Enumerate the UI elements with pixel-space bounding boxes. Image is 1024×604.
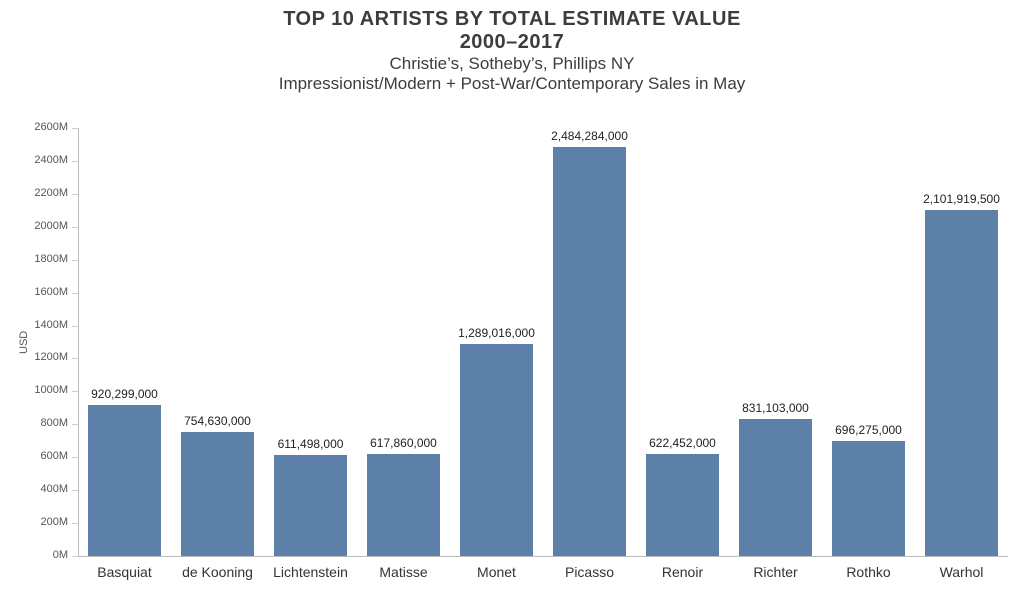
bar-value-label: 920,299,000 bbox=[70, 387, 180, 401]
y-tick-label: 600M bbox=[18, 450, 68, 462]
bar bbox=[646, 454, 719, 556]
y-tick bbox=[72, 358, 78, 359]
bar-value-label: 754,630,000 bbox=[163, 414, 273, 428]
bar-value-label: 831,103,000 bbox=[721, 401, 831, 415]
category-label: Picasso bbox=[543, 564, 636, 580]
bar bbox=[181, 432, 254, 556]
y-tick-label: 2000M bbox=[18, 220, 68, 232]
y-tick bbox=[72, 128, 78, 129]
y-tick bbox=[72, 326, 78, 327]
x-axis-line bbox=[78, 556, 1008, 557]
y-tick bbox=[72, 194, 78, 195]
y-tick-label: 2200M bbox=[18, 187, 68, 199]
y-tick bbox=[72, 293, 78, 294]
category-label: Matisse bbox=[357, 564, 450, 580]
y-tick bbox=[72, 523, 78, 524]
y-tick bbox=[72, 490, 78, 491]
chart-subtitle-line2: Impressionist/Modern + Post-War/Contempo… bbox=[0, 74, 1024, 94]
bar-value-label: 617,860,000 bbox=[349, 436, 459, 450]
bar bbox=[460, 344, 533, 556]
y-tick-label: 2600M bbox=[18, 121, 68, 133]
y-tick bbox=[72, 556, 78, 557]
chart-container: TOP 10 ARTISTS BY TOTAL ESTIMATE VALUE 2… bbox=[0, 0, 1024, 604]
y-tick-label: 2400M bbox=[18, 154, 68, 166]
y-tick-label: 1400M bbox=[18, 319, 68, 331]
bar bbox=[832, 441, 905, 556]
chart-title-line1: TOP 10 ARTISTS BY TOTAL ESTIMATE VALUE bbox=[0, 8, 1024, 31]
bar bbox=[274, 455, 347, 556]
category-label: Rothko bbox=[822, 564, 915, 580]
y-tick bbox=[72, 227, 78, 228]
bar-value-label: 1,289,016,000 bbox=[442, 326, 552, 340]
y-tick-label: 1800M bbox=[18, 253, 68, 265]
y-tick bbox=[72, 424, 78, 425]
y-tick bbox=[72, 457, 78, 458]
bar bbox=[739, 419, 812, 556]
category-label: Richter bbox=[729, 564, 822, 580]
category-label: Basquiat bbox=[78, 564, 171, 580]
chart-subtitle-line1: Christie’s, Sotheby’s, Phillips NY bbox=[0, 54, 1024, 74]
y-tick-label: 1600M bbox=[18, 286, 68, 298]
bar-value-label: 2,101,919,500 bbox=[907, 192, 1017, 206]
plot-area: 0M200M400M600M800M1000M1200M1400M1600M18… bbox=[78, 128, 1008, 556]
y-tick-label: 200M bbox=[18, 516, 68, 528]
bar-value-label: 2,484,284,000 bbox=[535, 129, 645, 143]
chart-titles: TOP 10 ARTISTS BY TOTAL ESTIMATE VALUE 2… bbox=[0, 0, 1024, 94]
bar bbox=[553, 147, 626, 556]
y-axis-line bbox=[78, 128, 79, 556]
category-label: de Kooning bbox=[171, 564, 264, 580]
y-tick-label: 0M bbox=[18, 549, 68, 561]
y-tick bbox=[72, 161, 78, 162]
category-label: Lichtenstein bbox=[264, 564, 357, 580]
bar bbox=[925, 210, 998, 556]
bar-value-label: 696,275,000 bbox=[814, 423, 924, 437]
y-axis-title: USD bbox=[18, 331, 30, 354]
bar bbox=[88, 405, 161, 556]
bar-value-label: 622,452,000 bbox=[628, 436, 738, 450]
y-tick bbox=[72, 260, 78, 261]
y-tick-label: 800M bbox=[18, 417, 68, 429]
category-label: Monet bbox=[450, 564, 543, 580]
chart-title-line2: 2000–2017 bbox=[0, 31, 1024, 54]
y-tick-label: 1000M bbox=[18, 384, 68, 396]
category-label: Renoir bbox=[636, 564, 729, 580]
category-label: Warhol bbox=[915, 564, 1008, 580]
bar bbox=[367, 454, 440, 556]
y-tick-label: 400M bbox=[18, 483, 68, 495]
